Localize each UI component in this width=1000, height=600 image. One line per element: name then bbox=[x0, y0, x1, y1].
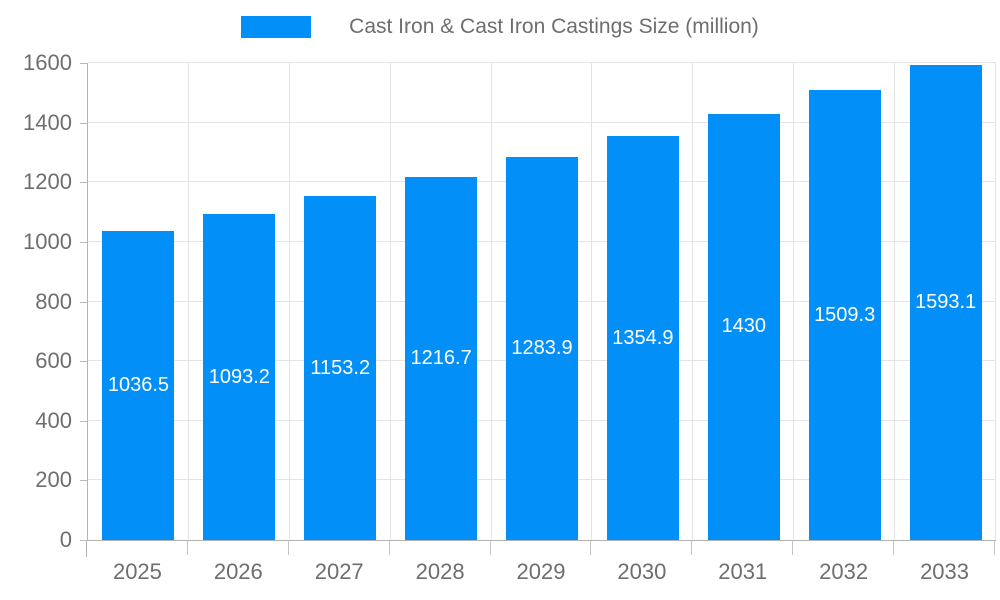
bar-2029[interactable]: 1283.9 bbox=[506, 157, 578, 540]
x-axis-tick bbox=[691, 541, 693, 555]
x-tick-label: 2033 bbox=[920, 559, 970, 584]
x-tick-label: 2030 bbox=[617, 559, 667, 584]
x-axis-tick bbox=[489, 541, 491, 555]
y-axis-tick bbox=[80, 420, 87, 422]
y-axis-tick bbox=[80, 301, 87, 303]
y-axis-tick bbox=[80, 122, 87, 124]
x-axis-tick bbox=[388, 541, 390, 555]
bar-2026[interactable]: 1093.2 bbox=[203, 214, 276, 540]
y-axis-line-extension bbox=[86, 541, 87, 557]
x-gridline bbox=[490, 63, 492, 540]
x-tick-label: 2032 bbox=[819, 559, 869, 584]
bar-value-label: 1153.2 bbox=[310, 356, 371, 379]
x-gridline bbox=[389, 63, 391, 540]
bar-2025[interactable]: 1036.5 bbox=[102, 230, 175, 540]
x-gridline bbox=[288, 63, 290, 540]
bar-2030[interactable]: 1354.9 bbox=[606, 136, 679, 540]
bar-2031[interactable]: 1430 bbox=[707, 113, 780, 540]
x-tick-label: 2031 bbox=[718, 559, 768, 584]
x-tick-label: 2026 bbox=[213, 559, 263, 584]
bar-2027[interactable]: 1153.2 bbox=[304, 196, 377, 540]
x-gridline bbox=[894, 63, 896, 540]
y-tick-label: 1600 bbox=[23, 50, 72, 75]
x-gridline bbox=[793, 63, 795, 540]
y-axis-tick bbox=[80, 63, 87, 64]
bar-value-label: 1593.1 bbox=[914, 291, 977, 314]
bar-value-label: 1093.2 bbox=[208, 365, 270, 388]
legend-series-label: Cast Iron & Cast Iron Castings Size (mil… bbox=[349, 15, 759, 38]
x-axis-tick bbox=[186, 541, 188, 555]
legend-swatch-icon bbox=[241, 15, 312, 38]
y-tick-label: 400 bbox=[35, 407, 72, 433]
y-tick-label: 800 bbox=[35, 288, 72, 314]
bar-value-label: 1216.7 bbox=[410, 347, 472, 370]
plot-area: 1036.5 1093.2 1153.2 1216.7 1283.9 1354.9 1430… bbox=[87, 62, 996, 541]
x-gridline bbox=[995, 63, 996, 540]
bar-2033[interactable]: 1593.1 bbox=[909, 65, 982, 540]
x-axis-tick bbox=[893, 541, 895, 555]
x-axis-tick bbox=[287, 541, 289, 555]
y-axis-tick bbox=[80, 241, 87, 243]
y-tick-label: 1400 bbox=[23, 109, 72, 135]
bar-2028[interactable]: 1216.7 bbox=[405, 177, 478, 540]
y-axis-tick bbox=[80, 182, 87, 184]
legend-item-series[interactable]: Cast Iron & Cast Iron Castings Size (mil… bbox=[241, 14, 759, 39]
bar-value-label: 1036.5 bbox=[107, 373, 170, 396]
bar-value-label: 1283.9 bbox=[511, 337, 573, 360]
x-tick-label: 2029 bbox=[516, 559, 566, 584]
chart-legend: Cast Iron & Cast Iron Castings Size (mil… bbox=[0, 14, 1000, 39]
bar-value-label: 1354.9 bbox=[612, 326, 674, 349]
x-gridline bbox=[591, 63, 593, 540]
y-tick-label: 1000 bbox=[23, 228, 72, 254]
x-axis-tick bbox=[590, 541, 592, 555]
x-axis-tick bbox=[792, 541, 794, 555]
y-tick-label: 200 bbox=[35, 467, 72, 493]
x-tick-label: 2028 bbox=[415, 559, 465, 584]
y-tick-label: 1200 bbox=[23, 169, 72, 195]
y-gridline bbox=[88, 121, 996, 123]
y-axis-tick bbox=[80, 540, 87, 541]
x-tick-label: 2025 bbox=[112, 559, 162, 584]
x-gridline bbox=[692, 63, 694, 540]
bar-value-label: 1509.3 bbox=[814, 303, 876, 326]
bar-value-label: 1430 bbox=[721, 315, 767, 338]
x-gridline bbox=[187, 63, 189, 540]
y-tick-label: 0 bbox=[59, 527, 72, 552]
bar-2032[interactable]: 1509.3 bbox=[808, 90, 881, 540]
y-tick-label: 600 bbox=[35, 348, 72, 374]
y-axis-tick bbox=[80, 361, 87, 363]
x-axis-tick bbox=[994, 541, 995, 555]
y-axis-tick bbox=[80, 480, 87, 482]
x-tick-label: 2027 bbox=[314, 559, 364, 584]
y-gridline bbox=[88, 62, 996, 63]
